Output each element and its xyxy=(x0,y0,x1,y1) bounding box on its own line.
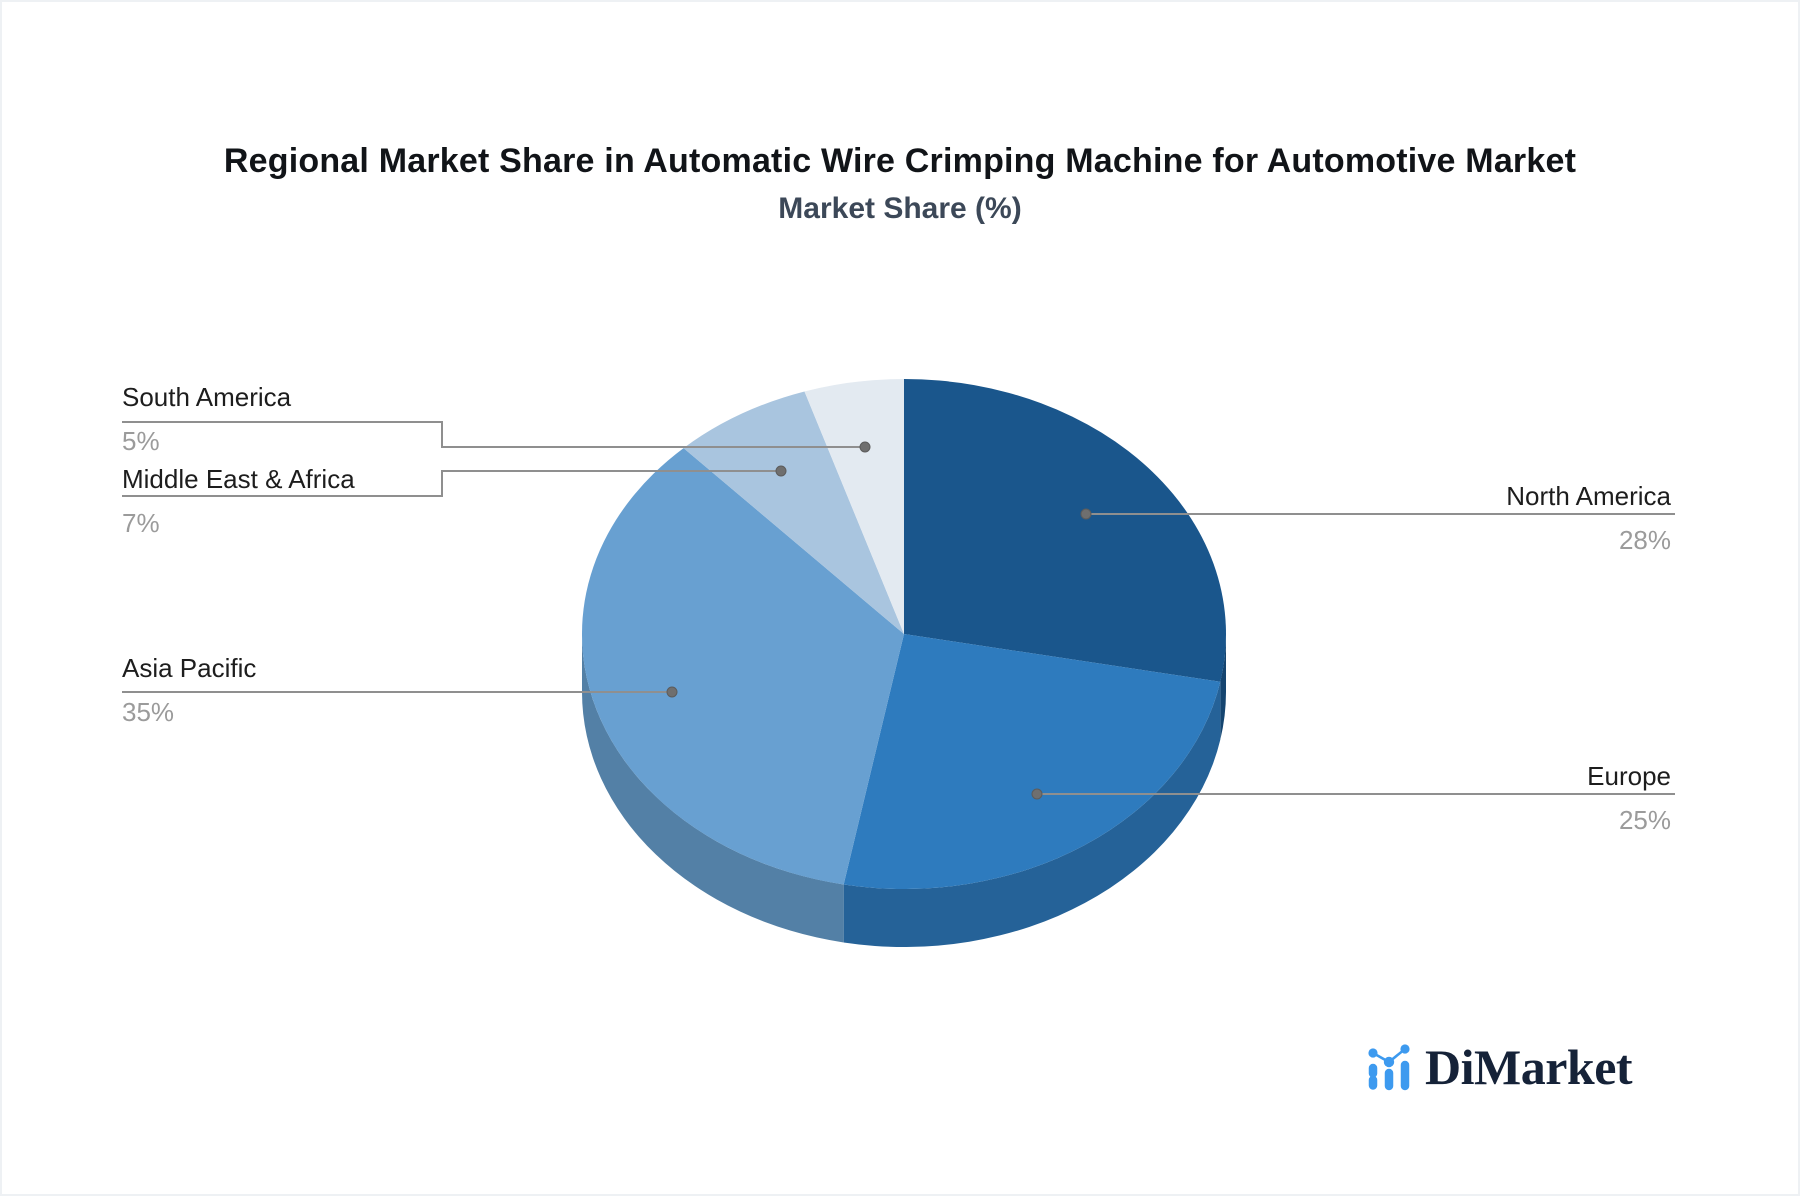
leader-dot-europe xyxy=(1031,788,1043,800)
dimarket-logo-text: DiMarket xyxy=(1425,1039,1633,1095)
pie-slice-side-europe xyxy=(843,681,1221,948)
slice-value: 35% xyxy=(122,697,175,727)
callout-south-america: South America 5% xyxy=(122,383,291,455)
leader-dot-asia-pacific xyxy=(666,686,678,698)
pie-slice-side-asia-pacific xyxy=(582,634,844,943)
slice-value: 25% xyxy=(1618,805,1671,835)
leader-dot-south-america xyxy=(859,441,871,453)
slice-label: Middle East & Africa xyxy=(122,464,355,494)
bar-chart-with-trend-icon xyxy=(1368,1044,1410,1091)
callout-europe: Europe 25% xyxy=(1587,762,1671,834)
pie-slice-north-america[interactable] xyxy=(904,379,1226,682)
pie-slice-asia-pacific[interactable] xyxy=(581,448,904,885)
callout-middle-east-africa: Middle East & Africa 7% xyxy=(122,465,355,537)
slice-value: 7% xyxy=(122,508,160,538)
chart-subtitle: Market Share (%) xyxy=(778,192,1022,225)
pie-slice-europe[interactable] xyxy=(843,634,1221,890)
leader-dot-north-america xyxy=(1080,508,1092,520)
callout-north-america: North America 28% xyxy=(1506,482,1671,554)
chart-title: Regional Market Share in Automatic Wire … xyxy=(223,142,1577,180)
callout-asia-pacific: Asia Pacific 35% xyxy=(122,654,256,726)
dimarket-logo[interactable]: DiMarket xyxy=(1365,1039,1633,1095)
pie-slice-side-north-america xyxy=(1220,634,1226,740)
slice-label: North America xyxy=(1506,481,1671,511)
leader-line-middle-east-africa xyxy=(122,470,781,497)
pie-slice-south-america[interactable] xyxy=(804,379,904,634)
leader-dot-middle-east-africa xyxy=(775,465,787,477)
slice-value: 28% xyxy=(1618,525,1671,555)
slice-label: South America xyxy=(122,382,292,412)
slice-value: 5% xyxy=(122,426,160,456)
slice-label: Europe xyxy=(1587,761,1671,791)
leader-line-south-america xyxy=(122,421,865,448)
pie-slice-middle-east-africa[interactable] xyxy=(683,391,904,634)
slice-label: Asia Pacific xyxy=(122,653,257,683)
